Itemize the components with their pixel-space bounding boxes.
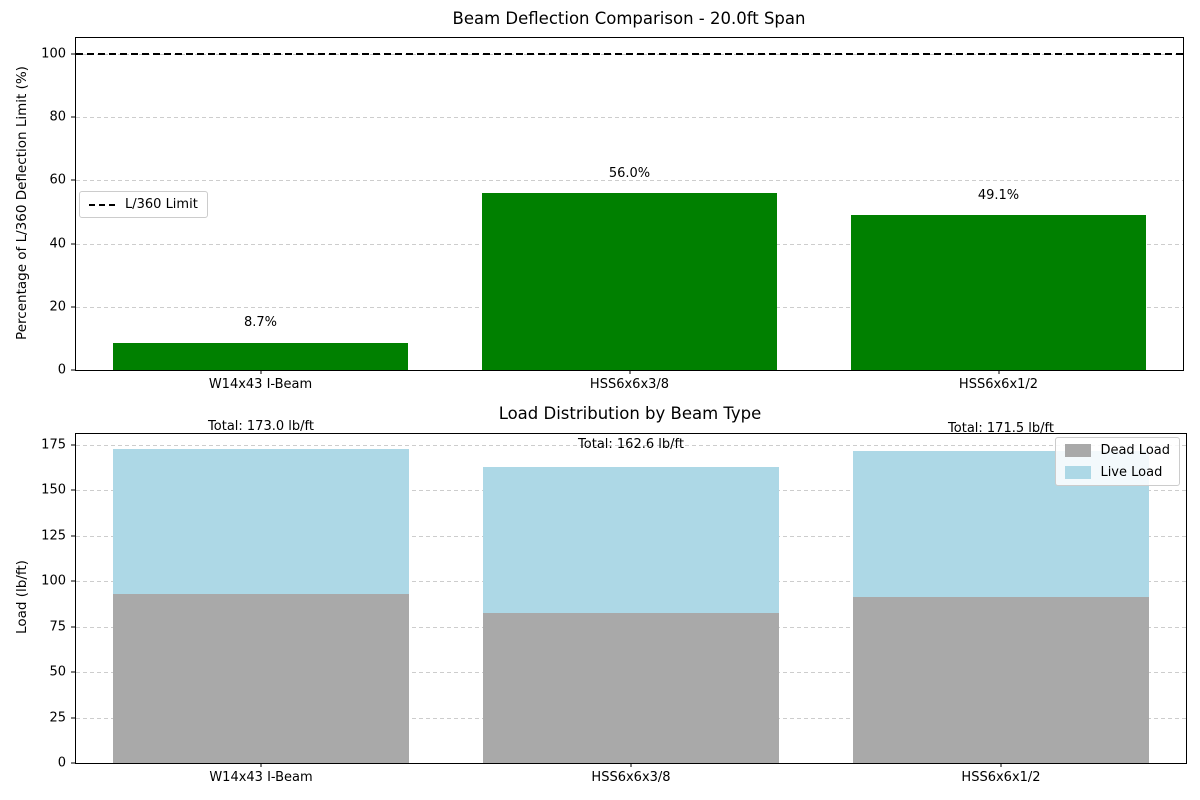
y-tick-mark (71, 535, 76, 537)
legend-entry-dead-load: Dead Load (1065, 443, 1170, 458)
x-tick-label: HSS6x6x1/2 (958, 377, 1039, 392)
bar-value-label: 56.0% (608, 165, 651, 181)
y-tick-label: 100 (41, 46, 66, 62)
y-tick-label: 150 (41, 482, 66, 498)
y-tick-label: 125 (41, 528, 66, 544)
y-tick-mark (71, 179, 76, 181)
y-tick-mark (71, 369, 76, 371)
gridline-y-175 (76, 444, 1186, 446)
y-tick-mark (71, 671, 76, 673)
y-tick-mark (71, 762, 76, 764)
l360-limit-line (76, 52, 1183, 55)
bar-value-label: 49.1% (977, 187, 1020, 203)
y-tick-mark (71, 444, 76, 446)
gridline-y-60 (76, 180, 1183, 182)
x-tick-mark (998, 370, 999, 374)
dead-load-segment (483, 612, 779, 763)
x-tick-label: HSS6x6x3/8 (591, 770, 671, 785)
gridline-y-80 (76, 117, 1183, 119)
y-tick-mark (71, 243, 76, 245)
x-tick-mark (260, 370, 261, 374)
deflection-plot-area: L/360 Limit 0 20 40 60 80 100 8.7% W14x43 I-Bea… (41, 37, 1184, 392)
y-tick-label: 0 (57, 362, 66, 378)
x-tick-mark (1000, 763, 1002, 767)
y-tick-mark (71, 489, 76, 491)
bar-value-label: 8.7% (243, 315, 278, 331)
y-tick-label: 60 (49, 172, 66, 188)
dead-load-segment (113, 593, 409, 763)
y-tick-mark (71, 626, 76, 628)
x-tick-label: W14x43 I-Beam (208, 377, 313, 392)
y-tick-mark (71, 306, 76, 308)
dead-load-segment (853, 596, 1149, 763)
dead-load-swatch-icon (1065, 444, 1092, 457)
x-tick-label: W14x43 I-Beam (209, 770, 313, 785)
x-tick-label: HSS6x6x3/8 (589, 377, 670, 392)
legend-entry-l360-limit: L/360 Limit (89, 197, 198, 212)
y-tick-label: 75 (49, 619, 66, 635)
legend-label-live-load: Live Load (1100, 465, 1163, 480)
load-chart-title: Load Distribution by Beam Type (498, 404, 762, 423)
y-tick-mark (71, 116, 76, 118)
total-label: Total: 162.6 lb/ft (578, 437, 684, 453)
y-tick-label: 20 (49, 299, 66, 315)
deflection-chart-title: Beam Deflection Comparison - 20.0ft Span (452, 9, 806, 28)
dashed-line-swatch-icon (89, 203, 116, 206)
y-tick-mark (71, 717, 76, 719)
y-tick-label: 175 (41, 437, 66, 453)
y-tick-mark (71, 53, 76, 55)
load-legend: Dead Load Live Load (1055, 437, 1180, 486)
y-tick-label: 40 (49, 236, 66, 252)
x-tick-mark (630, 763, 632, 767)
live-load-segment (113, 448, 409, 594)
x-tick-mark (260, 763, 262, 767)
live-load-swatch-icon (1065, 466, 1092, 479)
y-tick-label: 0 (57, 755, 66, 771)
y-tick-mark (71, 580, 76, 582)
y-tick-label: 100 (41, 573, 66, 589)
x-tick-label: HSS6x6x1/2 (961, 770, 1041, 785)
legend-label-l360-limit: L/360 Limit (125, 197, 198, 212)
total-label: Total: 173.0 lb/ft (208, 418, 314, 434)
total-label: Total: 171.5 lb/ft (948, 421, 1054, 437)
live-load-segment (483, 467, 779, 613)
y-tick-label: 50 (49, 664, 66, 680)
legend-label-dead-load: Dead Load (1100, 443, 1170, 458)
legend-entry-live-load: Live Load (1065, 465, 1170, 480)
deflection-bar (481, 192, 778, 370)
y-tick-label: 25 (49, 710, 66, 726)
x-tick-mark (629, 370, 630, 374)
deflection-legend: L/360 Limit (79, 191, 208, 218)
load-plot-area: Dead Load Live Load 0 25 50 75 100 125 150 175 T… (41, 419, 1187, 785)
deflection-bar (112, 342, 409, 370)
y-tick-label: 80 (49, 109, 66, 125)
deflection-bar (850, 214, 1147, 370)
